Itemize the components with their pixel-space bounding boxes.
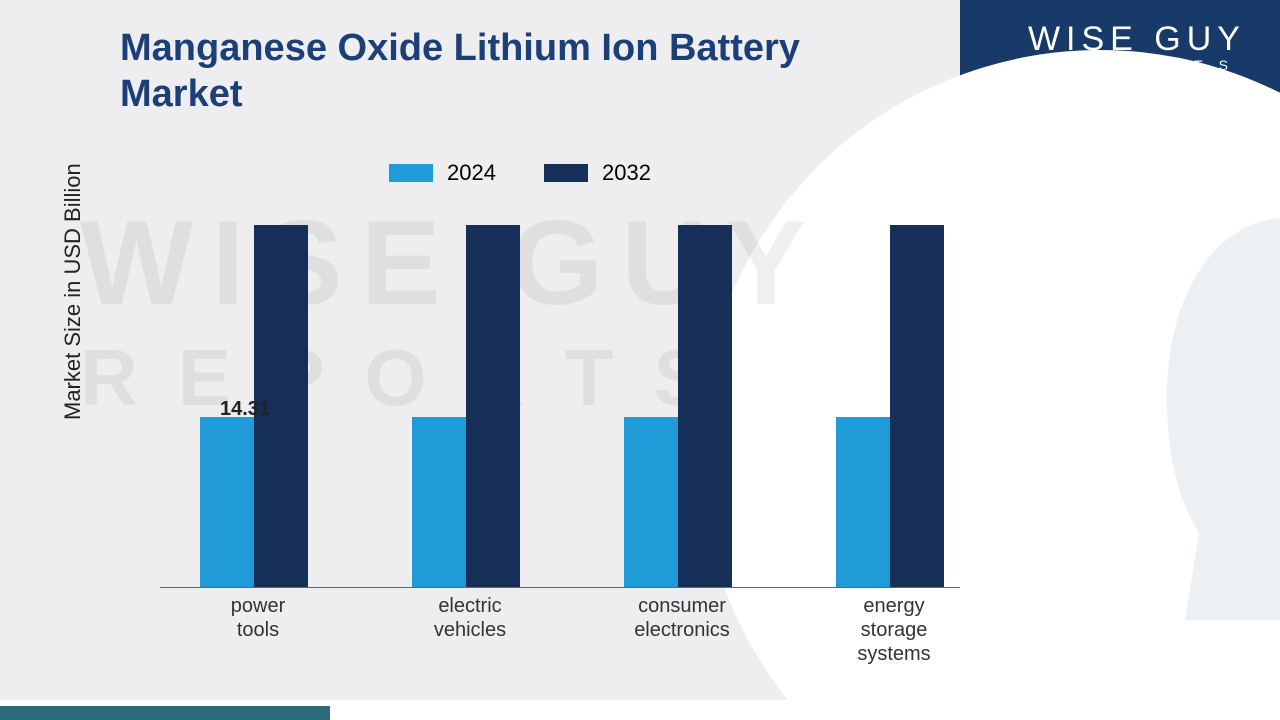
bottom-accent-bar [0, 706, 330, 720]
chart: Market Size in USD Billion 20242032 powe… [70, 160, 970, 680]
head-watermark-icon [1110, 200, 1280, 620]
bar-energy_storage-2032 [890, 225, 944, 587]
chart-title: Manganese Oxide Lithium Ion Battery Mark… [120, 26, 880, 117]
legend-swatch-0 [389, 164, 433, 182]
legend-label-1: 2032 [602, 160, 651, 186]
legend-item-1: 2032 [544, 160, 651, 186]
category-label-energy_storage: energystoragesystems [804, 588, 984, 666]
category-label-electric_vehicles: electricvehicles [380, 588, 560, 642]
bar-consumer_electronics-2024 [624, 417, 678, 587]
bar-electric_vehicles-2024 [412, 417, 466, 587]
bar-energy_storage-2024 [836, 417, 890, 587]
plot-area: powertoolselectricvehiclesconsumerelectr… [160, 208, 960, 588]
legend-label-0: 2024 [447, 160, 496, 186]
legend-item-0: 2024 [389, 160, 496, 186]
stage: WISE GUY REPORTS Manganese Oxide Lithium… [0, 0, 1280, 720]
legend: 2024 2032 [70, 160, 970, 188]
value-label-0: 14.31 [220, 398, 270, 421]
bar-electric_vehicles-2032 [466, 225, 520, 587]
bar-power_tools-2024 [200, 417, 254, 587]
bar-consumer_electronics-2032 [678, 225, 732, 587]
category-label-power_tools: powertools [168, 588, 348, 642]
legend-swatch-1 [544, 164, 588, 182]
category-label-consumer_electronics: consumerelectronics [592, 588, 772, 642]
y-axis-label: Market Size in USD Billion [60, 163, 86, 420]
